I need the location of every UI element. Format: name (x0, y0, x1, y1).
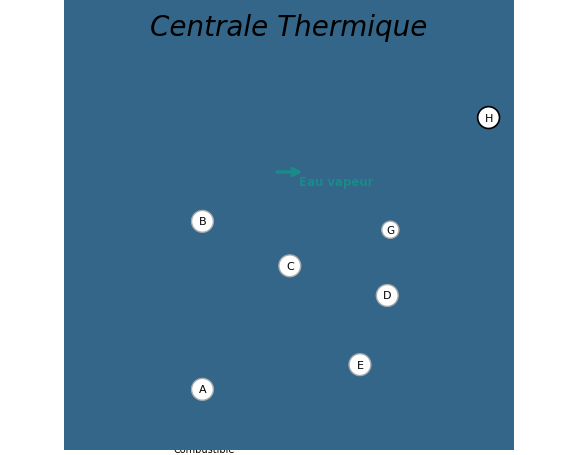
Text: G: G (386, 225, 394, 235)
Circle shape (191, 379, 213, 400)
Bar (153, 202, 255, 218)
Polygon shape (198, 303, 210, 333)
Bar (153, 218, 255, 235)
Bar (153, 374, 255, 394)
Bar (153, 313, 255, 333)
Ellipse shape (280, 391, 370, 409)
Circle shape (229, 187, 241, 200)
Bar (153, 186, 255, 202)
Ellipse shape (352, 246, 360, 277)
Circle shape (197, 178, 210, 191)
Polygon shape (169, 303, 181, 333)
Text: Combustible: Combustible (173, 444, 235, 454)
Ellipse shape (306, 341, 328, 353)
Bar (153, 272, 255, 292)
Bar (153, 252, 255, 414)
Text: Air: Air (70, 345, 83, 355)
Text: F: F (450, 411, 457, 421)
Bar (153, 292, 255, 313)
Ellipse shape (440, 188, 483, 197)
Polygon shape (227, 303, 239, 333)
Text: Dioxyde de carbone
et autres gaz: Dioxyde de carbone et autres gaz (121, 60, 219, 82)
Polygon shape (183, 303, 196, 333)
Ellipse shape (280, 379, 370, 396)
Ellipse shape (374, 248, 407, 256)
Circle shape (349, 354, 371, 376)
Bar (153, 235, 255, 252)
Polygon shape (212, 303, 225, 333)
Ellipse shape (280, 366, 370, 384)
Bar (153, 353, 255, 374)
Circle shape (382, 222, 399, 239)
Bar (153, 252, 255, 272)
Bar (356, 246, 407, 277)
Bar (153, 333, 255, 353)
Circle shape (376, 285, 398, 307)
Text: A: A (199, 384, 206, 394)
Ellipse shape (280, 342, 370, 359)
Circle shape (191, 211, 213, 233)
Circle shape (188, 198, 201, 211)
Text: E: E (357, 360, 364, 370)
Ellipse shape (350, 238, 393, 285)
Text: Centrale Thermique: Centrale Thermique (150, 14, 428, 41)
Bar (153, 169, 255, 186)
Text: H: H (484, 113, 493, 123)
Text: B: B (199, 217, 206, 227)
Bar (153, 153, 255, 252)
Circle shape (307, 243, 335, 272)
Circle shape (279, 255, 301, 277)
Text: C: C (286, 261, 294, 271)
Circle shape (443, 405, 464, 427)
Ellipse shape (280, 354, 370, 371)
Ellipse shape (300, 337, 350, 363)
Bar (153, 153, 255, 169)
Circle shape (269, 213, 365, 309)
Polygon shape (154, 303, 167, 333)
Text: Eau vapeur: Eau vapeur (299, 176, 374, 189)
Text: D: D (383, 291, 391, 301)
Circle shape (477, 107, 499, 129)
Circle shape (165, 182, 178, 195)
Bar (153, 394, 255, 414)
Polygon shape (241, 303, 254, 333)
